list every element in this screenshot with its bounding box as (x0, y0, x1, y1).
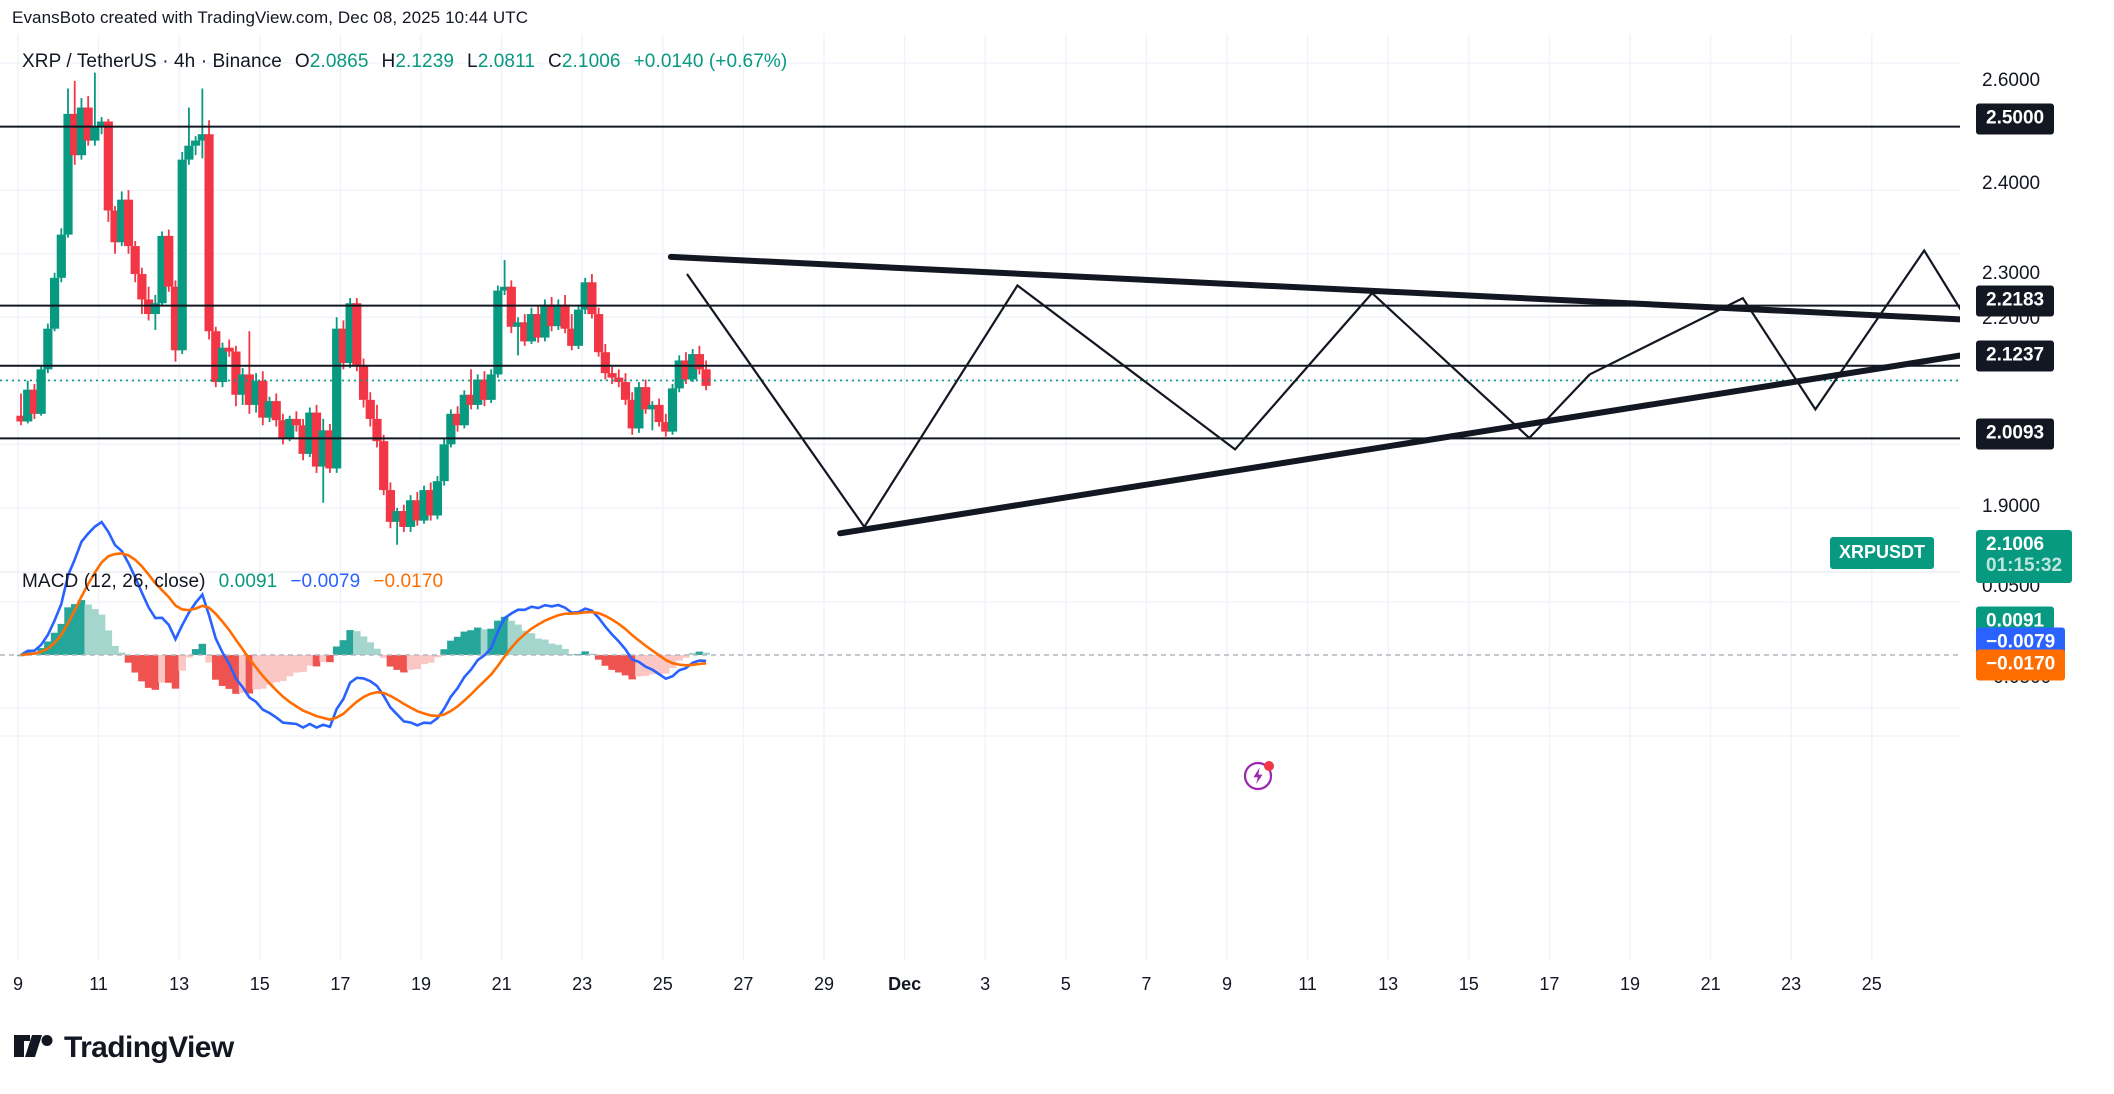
legend-open-value: 2.0865 (309, 51, 369, 72)
legend-high-key: H (381, 51, 396, 72)
time-tick: 25 (652, 974, 673, 994)
price-scale[interactable]: 2.6000 2.4000 2.3000 2.2000 1.9000 2.500… (1830, 34, 2114, 960)
time-tick: 15 (1458, 974, 1479, 994)
time-tick: 5 (1060, 974, 1071, 994)
legend-close-value: 2.1006 (561, 51, 621, 72)
time-tick: 3 (980, 974, 991, 994)
time-tick: 23 (572, 974, 593, 994)
macd-signal-value: −0.0170 (373, 571, 444, 592)
macd-title: MACD (12, 26, close) (22, 571, 206, 592)
time-tick: 7 (1141, 974, 1152, 994)
last-price-value: 2.1006 (1986, 534, 2045, 555)
price-tick: 2.3000 (1982, 263, 2041, 284)
time-tick: Dec (888, 974, 922, 994)
price-tick: 1.9000 (1982, 496, 2041, 517)
time-tick: 15 (249, 974, 270, 994)
time-tick: 23 (1781, 974, 1802, 994)
chart-frame[interactable]: XRP / TetherUS · 4h · Binance O2.0865 H2.1… (0, 34, 2114, 960)
time-tick: 19 (410, 974, 432, 994)
last-price-badge[interactable]: 2.1006 01:15:32 (1976, 530, 2073, 583)
tradingview-mark-icon (14, 1035, 53, 1057)
time-tick: 11 (89, 974, 108, 994)
level-badge-2-0093[interactable]: 2.0093 (1976, 418, 2055, 450)
legend-open-key: O (294, 51, 310, 72)
legend-low-value: 2.0811 (477, 51, 536, 72)
ticker-tag: XRPUSDT (1830, 537, 1935, 569)
legend-low-key: L (467, 51, 478, 72)
price-tick: 2.4000 (1982, 173, 2041, 194)
bar-countdown: 01:15:32 (1986, 555, 2063, 577)
legend-high-value: 2.1239 (395, 51, 455, 72)
price-tick: 2.6000 (1982, 70, 2041, 91)
price-chart-canvas (0, 34, 1960, 960)
time-tick: 11 (1298, 974, 1317, 994)
time-tick: 9 (12, 974, 24, 994)
level-badge-2-5000[interactable]: 2.5000 (1976, 103, 2055, 135)
time-tick: 25 (1861, 974, 1882, 994)
legend-close-key: C (548, 51, 562, 72)
time-tick: 13 (1378, 974, 1399, 994)
time-tick: 19 (1619, 974, 1641, 994)
level-badge-2-2183[interactable]: 2.2183 (1976, 285, 2055, 317)
time-tick: 27 (733, 974, 754, 994)
time-tick: 13 (169, 974, 190, 994)
attribution-text: EvansBoto created with TradingView.com, … (12, 8, 529, 27)
time-tick: 21 (1700, 974, 1721, 994)
tradingview-logo: TradingView (14, 1031, 234, 1065)
time-tick: 17 (1539, 974, 1560, 994)
price-legend: XRP / TetherUS · 4h · Binance O2.0865 H2.1… (22, 51, 787, 73)
time-tick: 17 (330, 974, 351, 994)
legend-symbol: XRP / TetherUS · 4h · Binance (22, 51, 282, 72)
macd-hist-value: 0.0091 (218, 571, 278, 592)
level-badge-2-1237[interactable]: 2.1237 (1976, 340, 2055, 372)
time-tick: 21 (491, 974, 512, 994)
time-scale[interactable]: 9 11 13 15 17 19 21 23 25 27 29 Dec 3 5 7 9 11 13 15 17 19 21… (0, 960, 1960, 1004)
macd-line-value: −0.0079 (290, 571, 361, 592)
time-tick: 9 (1221, 974, 1233, 994)
lightning-badge-icon[interactable] (1243, 757, 1277, 791)
legend-change: +0.0140 (+0.67%) (633, 51, 788, 72)
macd-signal-badge[interactable]: −0.0170 (1976, 649, 2066, 681)
macd-legend: MACD (12, 26, close) 0.0091 −0.0079 −0.0170 (22, 571, 443, 593)
time-tick: 29 (813, 974, 835, 994)
tradingview-wordmark: TradingView (64, 1031, 234, 1064)
